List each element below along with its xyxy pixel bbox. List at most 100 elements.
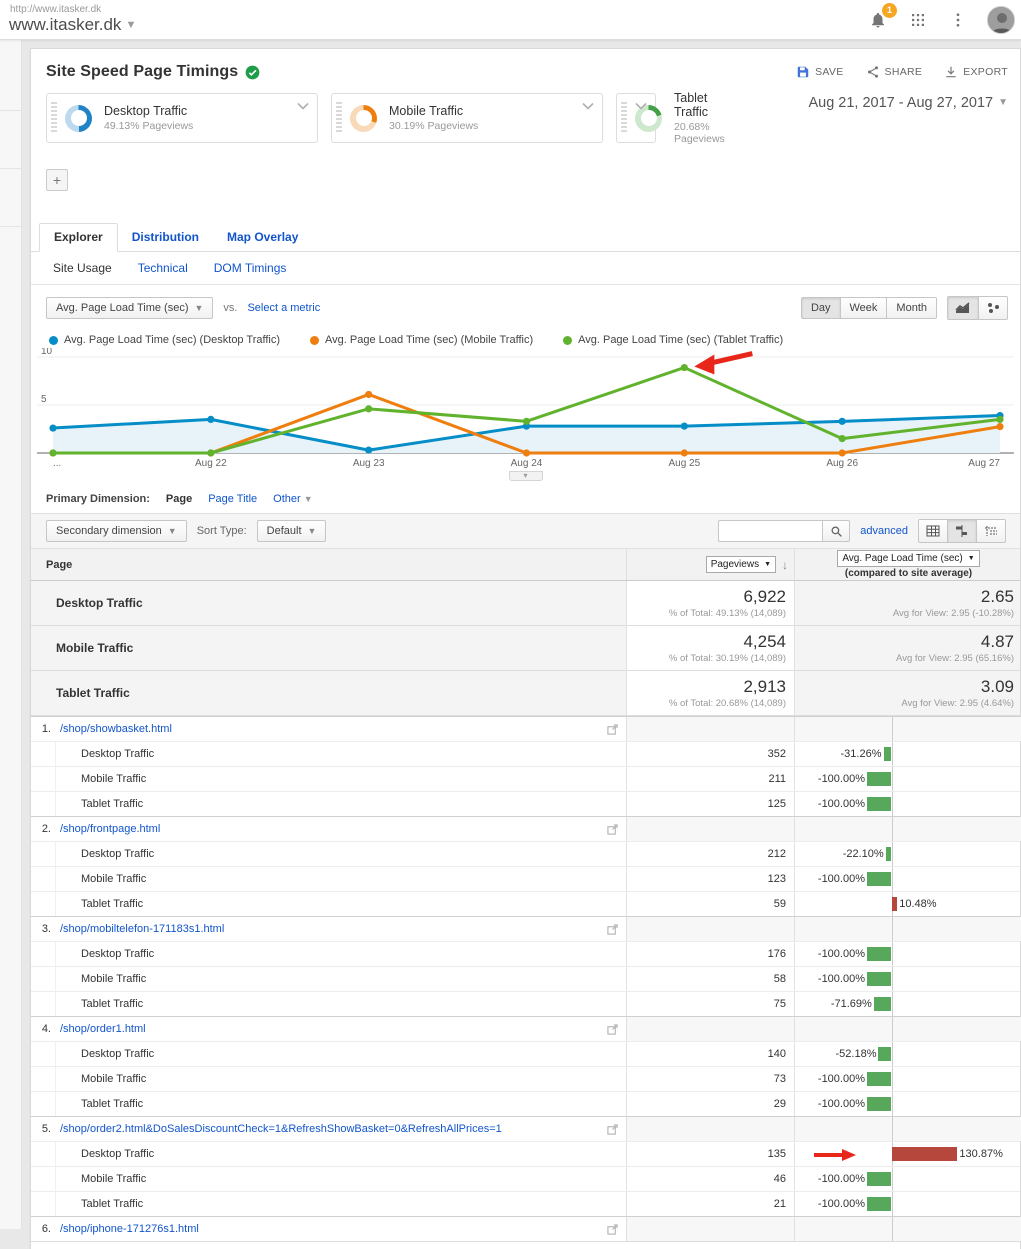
subtab-dom-timings[interactable]: DOM Timings (214, 261, 287, 275)
primary-dimension-page-title[interactable]: Page Title (208, 493, 257, 505)
tab-explorer[interactable]: Explorer (39, 223, 118, 252)
summary-pageviews-cell: 4,254% of Total: 30.19% (14,089) (626, 626, 794, 670)
pageviews-cell (626, 1217, 794, 1241)
external-link-icon[interactable] (607, 924, 618, 935)
scatter-view-button[interactable] (978, 296, 1008, 320)
primary-dimension-page[interactable]: Page (166, 493, 192, 505)
pageviews-column-dropdown[interactable]: Pageviews▼ (706, 556, 776, 573)
pageviews-value: 212 (626, 842, 794, 866)
primary-dimension-other[interactable]: Other ▼ (273, 493, 313, 505)
pivot-view-button[interactable] (976, 519, 1006, 543)
segment-pageviews-pct: 49.13% Pageviews (104, 120, 193, 132)
page-link[interactable]: /shop/showbasket.html (60, 723, 172, 735)
date-range-selector[interactable]: Aug 21, 2017 - Aug 27, 2017▼ (808, 95, 1008, 111)
pivot-icon (984, 525, 998, 537)
comparison-pct-label: -100.00% (818, 873, 865, 885)
search-icon (830, 525, 843, 538)
summary-pageviews-cell: 2,913% of Total: 20.68% (14,089) (626, 671, 794, 715)
apps-grid-icon[interactable] (907, 9, 929, 31)
external-link-icon[interactable] (607, 824, 618, 835)
metric-cell (794, 1117, 1021, 1141)
svg-text:Aug 26: Aug 26 (826, 458, 858, 469)
row-index: 1. (31, 717, 56, 741)
granularity-day[interactable]: Day (801, 297, 841, 319)
advanced-search-link[interactable]: advanced (860, 525, 908, 537)
chevron-down-icon: ▼ (308, 526, 317, 536)
kebab-menu-icon[interactable] (947, 9, 969, 31)
tab-distribution[interactable]: Distribution (118, 224, 213, 251)
summary-segment-name: Mobile Traffic (31, 626, 626, 670)
metric-total: 2.65 (795, 581, 1021, 607)
chevron-down-icon[interactable] (582, 102, 594, 110)
notifications-bell-icon[interactable]: 1 (867, 9, 889, 31)
save-button[interactable]: SAVE (796, 65, 843, 79)
metric-cell (794, 917, 1021, 941)
comparison-view-button[interactable] (947, 519, 977, 543)
comparison-pct-label: -100.00% (818, 798, 865, 810)
sort-direction-icon[interactable]: ↓ (782, 558, 788, 572)
granularity-month[interactable]: Month (886, 297, 937, 319)
pageviews-value: 135 (626, 1142, 794, 1166)
account-selector[interactable]: www.itasker.dk▼ (9, 15, 136, 35)
collapsed-left-nav (0, 40, 22, 1229)
external-link-icon[interactable] (607, 1124, 618, 1135)
traffic-segment-name: Mobile Traffic (56, 967, 626, 991)
subtab-site-usage[interactable]: Site Usage (53, 261, 112, 275)
metric-cell (794, 717, 1021, 741)
granularity-week[interactable]: Week (840, 297, 888, 319)
row-index: 5. (31, 1117, 56, 1141)
comparison-pct-label: 130.87% (959, 1148, 1002, 1160)
chart-collapse-handle[interactable]: ▾ (509, 471, 543, 481)
chevron-down-icon[interactable] (635, 102, 647, 110)
compared-to-site-average-label: (compared to site average) (845, 568, 972, 579)
sort-type-dropdown[interactable]: Default▼ (257, 520, 327, 542)
line-chart-view-button[interactable] (947, 296, 979, 320)
segment-donut-icon (65, 105, 92, 132)
metric-column-dropdown[interactable]: Avg. Page Load Time (sec)▼ (837, 550, 979, 567)
search-button[interactable] (822, 520, 850, 542)
add-segment-button[interactable]: + (46, 169, 68, 191)
pageviews-pct-of-total: % of Total: 30.19% (14,089) (627, 652, 794, 664)
comparison-bar (867, 1197, 891, 1211)
external-link-icon[interactable] (607, 1224, 618, 1235)
segment-pageviews-pct: 30.19% Pageviews (389, 120, 478, 132)
page-link[interactable]: /shop/frontpage.html (60, 823, 160, 835)
page-link[interactable]: /shop/order2.html&DoSalesDiscountCheck=1… (60, 1123, 502, 1135)
comparison-bar-cell: 130.87% (794, 1142, 1021, 1166)
svg-text:5: 5 (41, 394, 47, 405)
data-view-button[interactable] (918, 519, 948, 543)
pageviews-cell (626, 917, 794, 941)
traffic-segment-name: Desktop Traffic (56, 942, 626, 966)
pageviews-value: 75 (626, 992, 794, 1016)
select-metric-link[interactable]: Select a metric (247, 302, 320, 314)
comparison-bar (867, 1072, 891, 1086)
page-link[interactable]: /shop/iphone-171276s1.html (60, 1223, 199, 1235)
traffic-segment-name: Tablet Traffic (56, 792, 626, 816)
page-link[interactable]: /shop/mobiltelefon-171183s1.html (60, 923, 224, 935)
export-button[interactable]: EXPORT (944, 65, 1008, 79)
share-button[interactable]: SHARE (866, 65, 923, 79)
external-link-icon[interactable] (607, 1024, 618, 1035)
drag-handle[interactable] (621, 102, 627, 134)
drag-handle[interactable] (51, 102, 57, 134)
table-search-input[interactable] (718, 520, 822, 542)
comparison-bar (884, 747, 892, 761)
chevron-down-icon[interactable] (297, 102, 309, 110)
user-avatar[interactable] (987, 6, 1015, 34)
external-link-icon[interactable] (607, 724, 618, 735)
chevron-down-icon: ▼ (168, 526, 177, 536)
tab-map-overlay[interactable]: Map Overlay (213, 224, 312, 251)
page-link[interactable]: /shop/order1.html (60, 1023, 146, 1035)
pageviews-value: 140 (626, 1042, 794, 1066)
subtab-technical[interactable]: Technical (138, 261, 188, 275)
secondary-dimension-button[interactable]: Secondary dimension▼ (46, 520, 187, 542)
metric-dropdown[interactable]: Avg. Page Load Time (sec)▼ (46, 297, 213, 319)
drag-handle[interactable] (336, 102, 342, 134)
